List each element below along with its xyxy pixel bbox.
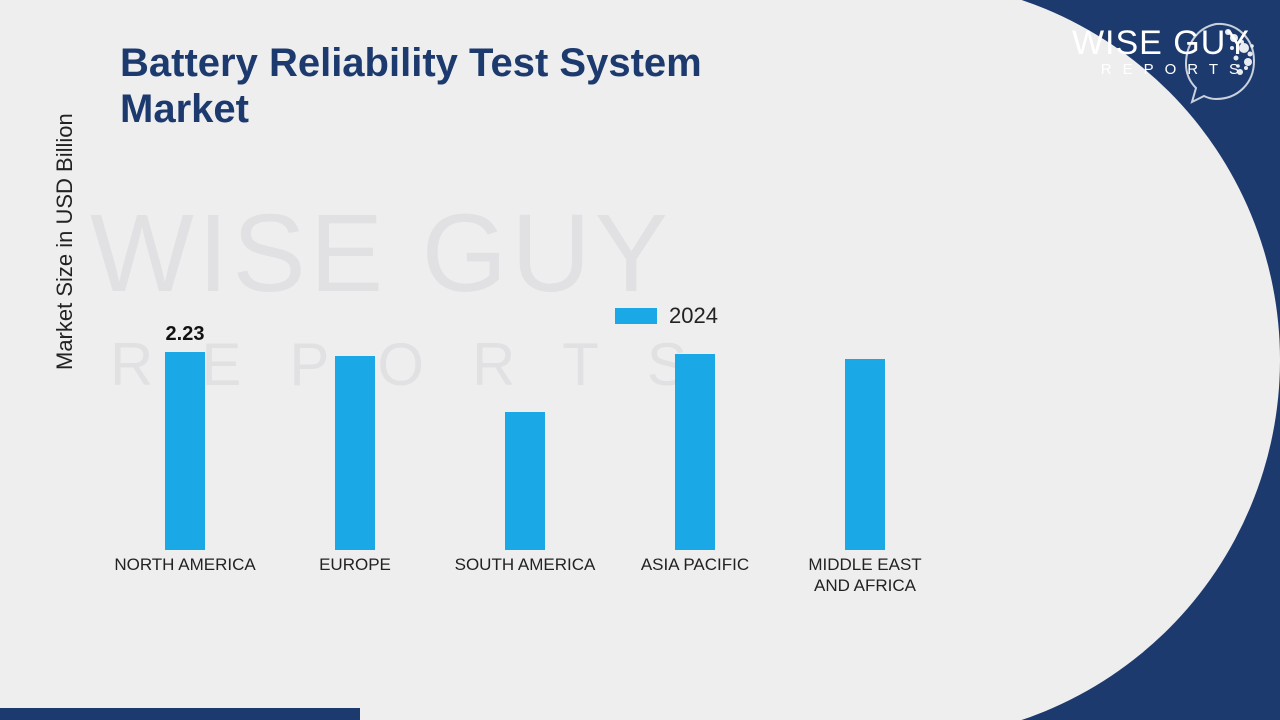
x-axis-category-label: ASIA PACIFIC	[620, 554, 770, 575]
bar	[505, 412, 545, 550]
logo-line2: REPORTS	[1072, 61, 1250, 78]
bar	[335, 356, 375, 550]
bar	[675, 354, 715, 550]
bottom-accent-strip	[0, 708, 360, 720]
x-axis-category-label: MIDDLE EAST AND AFRICA	[790, 554, 940, 597]
brand-logo: WISE GUY REPORTS	[1072, 24, 1250, 78]
chart-title: Battery Reliability Test System Market	[120, 40, 840, 132]
bar	[165, 352, 205, 550]
bar-value-label: 2.23	[145, 323, 225, 346]
y-axis-label: Market Size in USD Billion	[52, 113, 78, 370]
bar-chart: 2024 2.23 NORTH AMERICAEUROPESOUTH AMERI…	[110, 150, 970, 570]
plot-area: 2.23	[110, 150, 970, 550]
chart-canvas: WISE GUY REPORTS Battery Reliability Tes…	[0, 0, 1280, 720]
bar	[845, 359, 885, 550]
x-axis-category-label: NORTH AMERICA	[110, 554, 260, 575]
x-axis-category-label: EUROPE	[280, 554, 430, 575]
x-axis-category-label: SOUTH AMERICA	[450, 554, 600, 575]
logo-line1: WISE GUY	[1072, 24, 1250, 63]
